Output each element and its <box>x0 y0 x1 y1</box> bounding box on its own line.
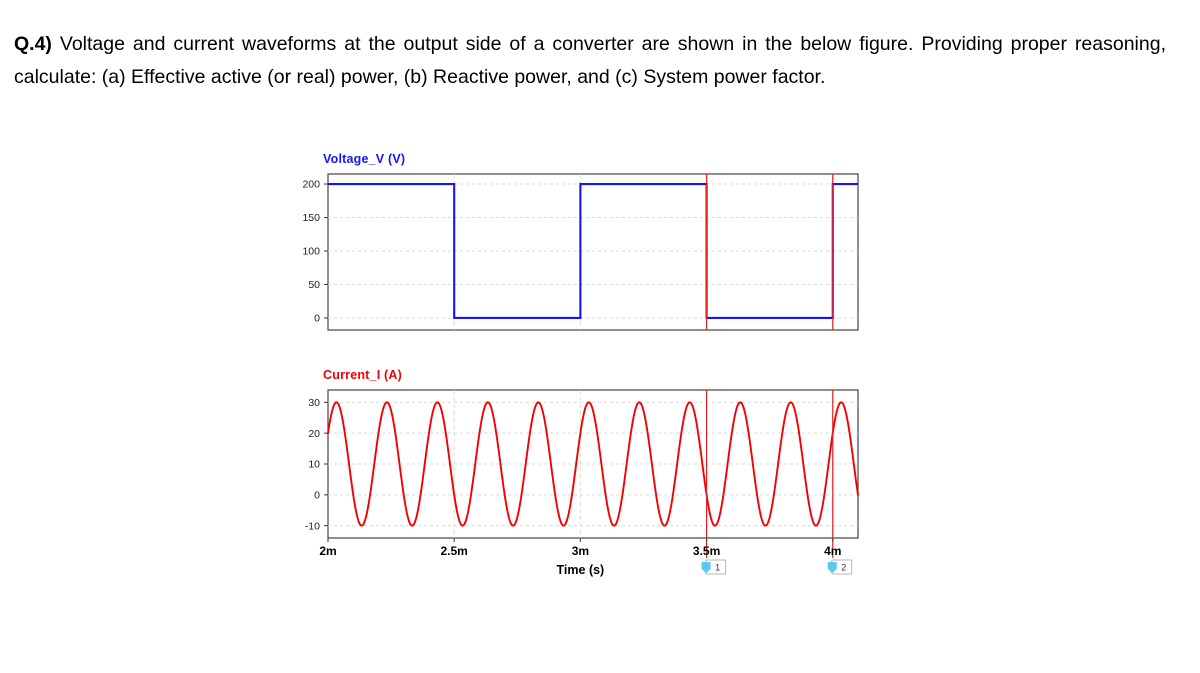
question-label: Q.4) <box>14 32 52 55</box>
cursor-flag-pin-1 <box>701 562 711 573</box>
current-ytick-label: 0 <box>314 489 320 501</box>
cursor-flag-1[interactable]: 1 <box>701 559 727 575</box>
x-tick-label: 4m <box>824 544 841 558</box>
x-tick-label: 2m <box>319 544 336 558</box>
voltage-plot-frame <box>327 173 859 331</box>
cursor-flag-pin-2 <box>827 562 837 573</box>
cursor-flag-label-2: 2 <box>841 563 846 573</box>
x-tick-label: 2.5m <box>441 544 468 558</box>
current-ytick-label: 10 <box>308 459 320 471</box>
waveform-figure: Voltage_V (V) Current_I (A) 0 50 100 150 200… <box>280 145 900 625</box>
voltage-ytick-label: 200 <box>302 179 320 191</box>
voltage-plot-title: Voltage_V (V) <box>323 152 406 166</box>
voltage-plot: 0 50 100 150 200 <box>280 170 860 345</box>
x-axis-title: Time (s) <box>557 563 605 577</box>
question-text: Q.4) Voltage and current waveforms at th… <box>14 28 1166 94</box>
voltage-ytick-label: 100 <box>302 246 320 258</box>
current-ytick-label: 20 <box>308 428 320 440</box>
voltage-ytick-label: 150 <box>302 212 320 224</box>
voltage-ytick-label: 50 <box>308 279 320 291</box>
voltage-ytick-label: 0 <box>314 313 320 325</box>
current-plot: -10 0 10 20 30 2m 2.5m 3m 3.5m 4m Time (s) 1 2 <box>280 386 860 577</box>
current-plot-title: Current_I (A) <box>323 368 402 382</box>
current-ytick-label: 30 <box>308 397 320 409</box>
cursor-flag-label-1: 1 <box>715 563 720 573</box>
voltage-plot-svg: 0 50 100 150 200 <box>302 173 859 331</box>
current-trace <box>327 401 859 527</box>
x-tick-label: 3.5m <box>693 544 720 558</box>
question-body: Voltage and current waveforms at the out… <box>14 32 1166 88</box>
cursor-flag-2[interactable]: 2 <box>827 559 853 575</box>
x-tick-label: 3m <box>572 544 589 558</box>
current-ytick-label: -10 <box>305 520 320 532</box>
current-plot-svg: -10 0 10 20 30 2m 2.5m 3m 3.5m 4m Time (s) 1 2 <box>305 389 859 577</box>
